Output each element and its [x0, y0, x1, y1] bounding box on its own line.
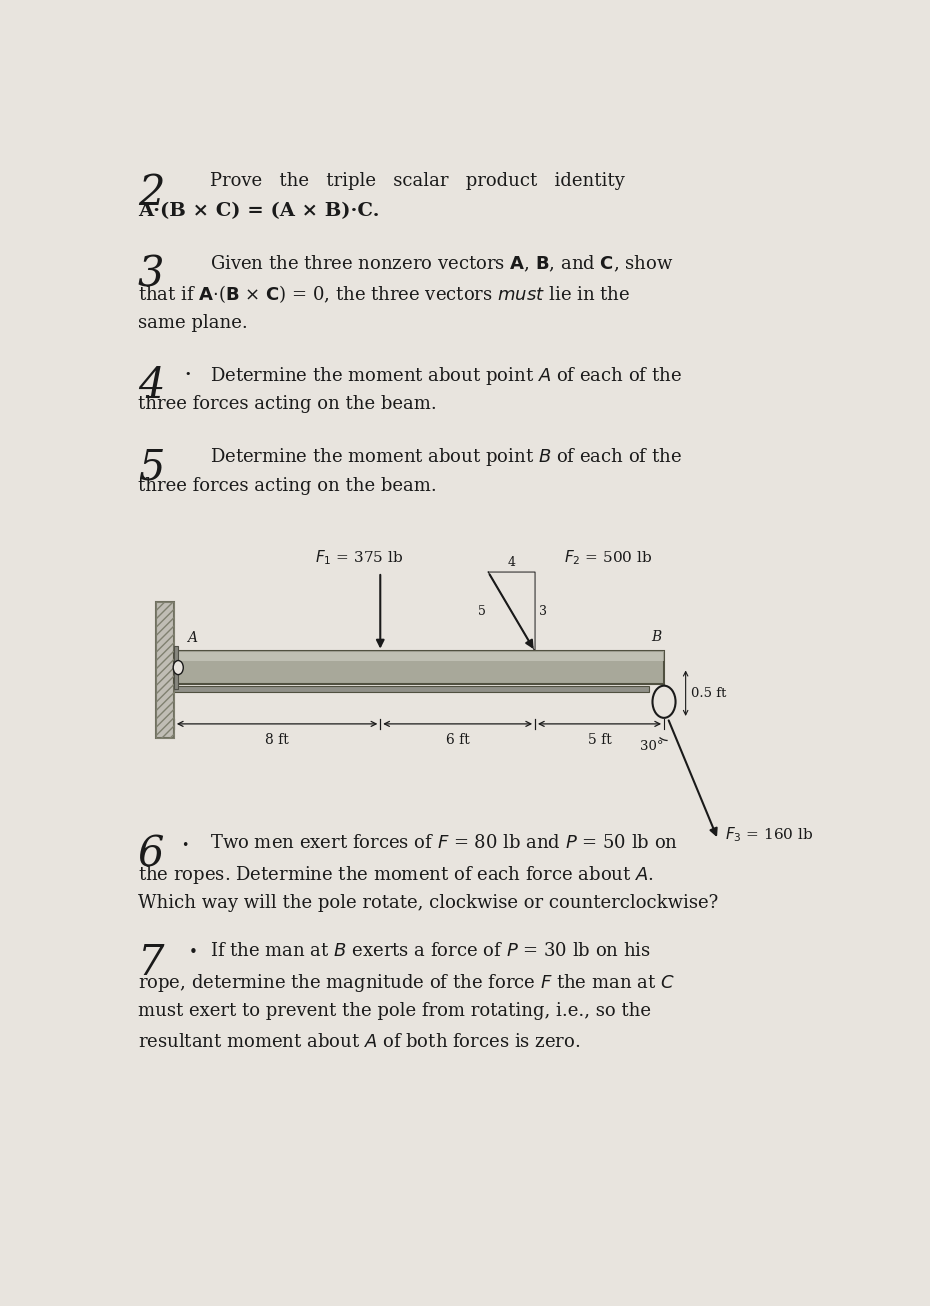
Text: Determine the moment about point $\mathit{A}$ of each of the: Determine the moment about point $\mathi…	[210, 364, 682, 387]
Text: $F_3$ = 160 lb: $F_3$ = 160 lb	[725, 825, 814, 844]
Text: 6 ft: 6 ft	[445, 733, 470, 747]
Text: $F_1$ = 375 lb: $F_1$ = 375 lb	[315, 549, 404, 567]
Text: A: A	[187, 632, 197, 645]
Text: resultant moment about $\mathit{A}$ of both forces is zero.: resultant moment about $\mathit{A}$ of b…	[138, 1033, 580, 1050]
Text: If the man at $\mathit{B}$ exerts a force of $\mathit{P}$ = 30 lb on his: If the man at $\mathit{B}$ exerts a forc…	[210, 942, 651, 960]
Bar	[174, 686, 649, 692]
Text: 4: 4	[508, 556, 515, 569]
Text: 3: 3	[538, 605, 547, 618]
Text: 5 ft: 5 ft	[588, 733, 611, 747]
Text: 5: 5	[478, 605, 486, 618]
Circle shape	[653, 686, 675, 718]
Text: the ropes. Determine the moment of each force about $\mathit{A}$.: the ropes. Determine the moment of each …	[138, 863, 654, 885]
Text: 4: 4	[138, 364, 165, 407]
Text: •: •	[185, 368, 192, 379]
Text: Two men exert forces of $\mathit{F}$ = 80 lb and $\mathit{P}$ = 50 lb on: Two men exert forces of $\mathit{F}$ = 8…	[210, 833, 678, 852]
Text: 2: 2	[138, 172, 165, 214]
Circle shape	[173, 661, 183, 675]
Text: B: B	[652, 631, 662, 644]
Bar	[156, 602, 174, 738]
Text: 5: 5	[138, 447, 165, 488]
Text: 0.5 ft: 0.5 ft	[691, 687, 726, 700]
Text: that if $\mathbf{A}$$\cdot$($\mathbf{B}$ $\times$ $\mathbf{C}$) = 0, the three v: that if $\mathbf{A}$$\cdot$($\mathbf{B}$…	[138, 283, 630, 306]
Text: 3: 3	[138, 253, 165, 295]
Text: 6: 6	[138, 833, 165, 875]
Text: $F_2$ = 500 lb: $F_2$ = 500 lb	[564, 549, 652, 567]
Text: three forces acting on the beam.: three forces acting on the beam.	[138, 477, 436, 495]
Bar	[156, 602, 174, 738]
Text: 8 ft: 8 ft	[265, 733, 289, 747]
Text: A·(B × C) = (A × B)·C.: A·(B × C) = (A × B)·C.	[138, 202, 379, 219]
Text: •: •	[188, 946, 197, 960]
Text: Prove   the   triple   scalar   product   identity: Prove the triple scalar product identity	[210, 172, 625, 189]
Bar	[174, 646, 178, 688]
Text: rope, determine the magnitude of the force $\mathit{F}$ the man at $\mathit{C}$: rope, determine the magnitude of the for…	[138, 972, 674, 994]
Bar	[174, 652, 664, 683]
Text: Given the three nonzero vectors $\mathbf{A}$, $\mathbf{B}$, and $\mathbf{C}$, sh: Given the three nonzero vectors $\mathbf…	[210, 253, 673, 273]
Text: 30°: 30°	[640, 741, 663, 754]
Text: same plane.: same plane.	[138, 313, 247, 332]
Text: Which way will the pole rotate, clockwise or counterclockwise?: Which way will the pole rotate, clockwis…	[138, 893, 718, 912]
Text: •: •	[181, 838, 189, 852]
Text: three forces acting on the beam.: three forces acting on the beam.	[138, 394, 436, 413]
Text: must exert to prevent the pole from rotating, i.e., so the: must exert to prevent the pole from rota…	[138, 1003, 651, 1020]
Text: 7: 7	[138, 942, 165, 985]
Text: Determine the moment about point $\mathit{B}$ of each of the: Determine the moment about point $\mathi…	[210, 447, 682, 469]
Bar	[174, 652, 664, 661]
